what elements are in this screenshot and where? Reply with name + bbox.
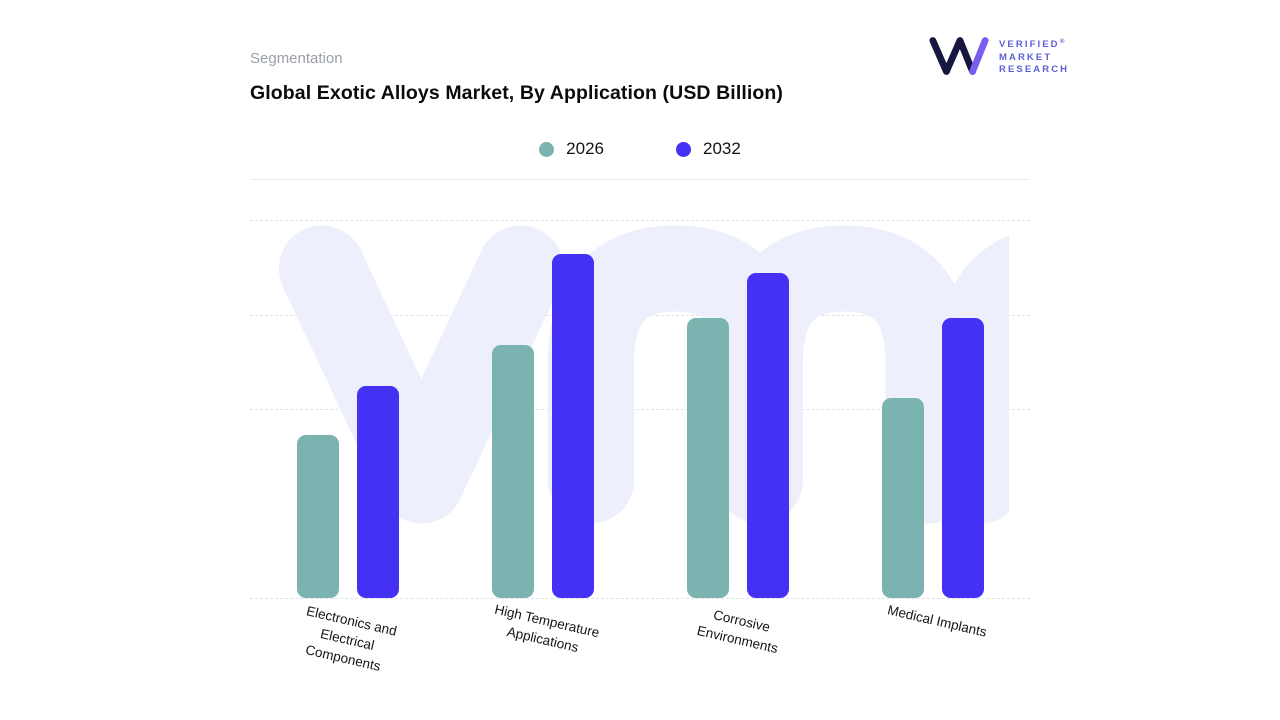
bar-groups [250,220,1030,598]
bar-group [296,220,399,598]
x-axis-label-cell: Electronics and Electrical Components [250,603,445,673]
bar-2026 [881,397,924,598]
bar-2032 [356,386,399,598]
bar-2032 [551,254,594,598]
vmr-logo: VERIFIED® MARKET RESEARCH [928,34,1069,78]
legend-label: 2032 [703,139,741,158]
x-axis-label-cell: Corrosive Environments [640,607,835,669]
x-axis-label: Medical Implants [885,602,988,640]
bar-2026 [686,318,729,598]
bar-2026 [296,435,339,598]
x-axis-label-cell: High Temperature Applications [445,602,640,669]
chart-legend: 2026 2032 [250,137,1030,161]
legend-divider [250,179,1030,180]
bar-group [881,220,984,598]
legend-label: 2026 [566,139,604,158]
vmr-logo-text: VERIFIED® MARKET RESEARCH [999,38,1069,76]
bar-2032 [941,318,984,598]
vmr-logo-mark [929,37,989,75]
segmentation-label: Segmentation [250,50,343,67]
infographic-content: Segmentation Global Exotic Alloys Market… [250,0,1030,674]
x-axis-labels: Electronics and Electrical Components High … [250,602,1030,674]
legend-swatch-icon [539,141,555,157]
logo-line-3: RESEARCH [999,63,1070,75]
bar-2032 [746,272,789,598]
legend-swatch-icon [676,141,691,157]
x-axis-label: High Temperature Applications [493,601,601,655]
registered-mark: ® [1059,38,1065,45]
bar-chart-plot-area [250,220,1030,599]
bar-group [491,220,594,598]
logo-line-2: MARKET [999,51,1053,63]
x-axis-label: Electronics and Electrical Components [304,603,399,674]
bar-2026 [491,344,534,598]
legend-item-2032: 2032 [676,139,741,159]
x-axis-label-cell: Medical Implants [835,602,1030,669]
legend-item-2026: 2026 [539,139,604,159]
gridline-baseline [250,598,1030,599]
chart-title: Global Exotic Alloys Market, By Applicat… [250,82,783,104]
x-axis-label: Corrosive Environments [695,607,780,657]
logo-line-1: VERIFIED® [999,38,1065,51]
gridline-top [250,220,1030,221]
bar-group [686,220,789,598]
